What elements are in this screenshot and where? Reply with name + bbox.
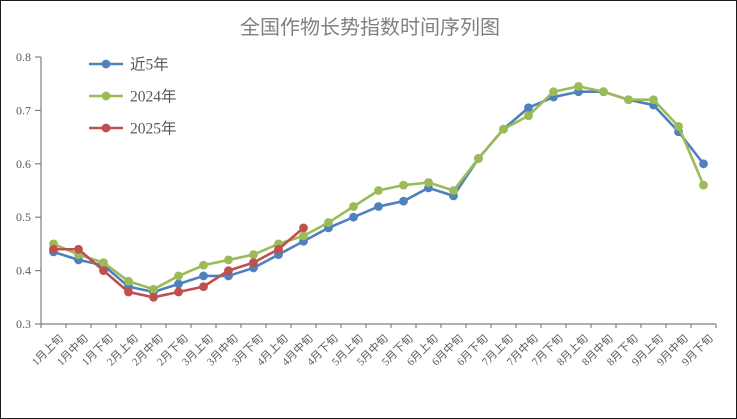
data-point (199, 271, 208, 281)
legend-label: 近5年 (130, 56, 169, 74)
data-point (49, 244, 58, 254)
data-point (349, 202, 358, 211)
data-point (549, 87, 558, 97)
legend-marker (101, 123, 111, 133)
data-point (599, 87, 608, 97)
data-point (149, 292, 158, 302)
data-point (299, 223, 308, 233)
data-point (699, 159, 708, 169)
data-point (124, 287, 133, 297)
data-point (374, 202, 383, 211)
data-point (249, 258, 258, 267)
y-tick-label: 0.8 (16, 50, 31, 64)
data-point (474, 154, 483, 163)
data-point (649, 95, 658, 105)
data-point (374, 186, 383, 195)
data-point (124, 276, 133, 286)
data-point (349, 212, 358, 222)
data-point (324, 218, 333, 227)
data-point (174, 287, 183, 297)
legend-marker (101, 59, 111, 69)
data-point (499, 124, 508, 134)
data-point (399, 196, 408, 206)
legend-label: 2024年 (130, 88, 177, 106)
legend-item-2: 2025年 (89, 120, 177, 138)
data-point (174, 279, 183, 289)
legend-label: 2025年 (130, 120, 177, 138)
y-tick-label: 0.7 (16, 103, 31, 117)
y-tick-label: 0.5 (16, 210, 31, 224)
y-tick-label: 0.3 (16, 317, 31, 331)
data-point (624, 95, 633, 105)
data-point (199, 260, 208, 270)
chart-title: 全国作物长势指数时间序列图 (240, 16, 500, 39)
data-point (149, 284, 158, 294)
data-point (524, 103, 533, 113)
data-point (199, 282, 208, 292)
data-point (399, 180, 408, 190)
data-point (699, 180, 708, 190)
data-point (174, 271, 183, 281)
legend-item-0: 近5年 (89, 56, 169, 74)
data-point (674, 122, 683, 131)
data-point (249, 250, 258, 259)
data-point (299, 231, 308, 241)
data-point (274, 244, 283, 254)
data-point (449, 186, 458, 195)
data-point (99, 266, 108, 275)
data-point (424, 178, 433, 187)
data-point (99, 258, 108, 267)
y-tick-label: 0.4 (16, 264, 31, 278)
legend-marker (101, 91, 111, 101)
legend-item-1: 2024年 (89, 88, 177, 106)
data-point (224, 266, 233, 275)
data-point (574, 81, 583, 91)
data-point (74, 244, 83, 254)
data-point (224, 255, 233, 265)
y-tick-label: 0.6 (16, 157, 31, 171)
data-point (524, 111, 533, 121)
